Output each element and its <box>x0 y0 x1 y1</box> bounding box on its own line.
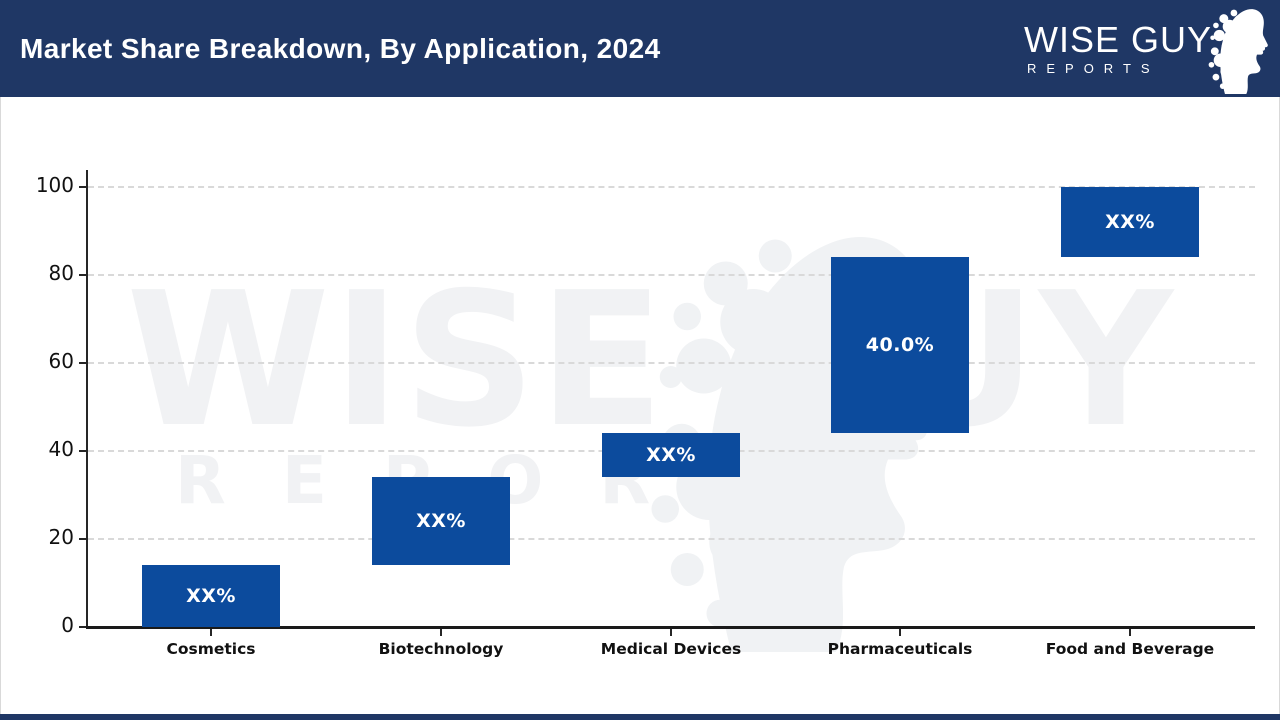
bar-value-label: XX% <box>646 444 696 467</box>
y-axis <box>86 170 88 629</box>
y-tick-0 <box>79 626 88 628</box>
bar-food-and-beverage: XX% <box>1061 187 1199 258</box>
x-tick-label-pharmaceuticals: Pharmaceuticals <box>827 640 973 658</box>
x-axis <box>86 626 1255 629</box>
face-profile-logo-icon <box>1208 8 1268 94</box>
bar-value-label: XX% <box>416 510 466 533</box>
x-tick-label-cosmetics: Cosmetics <box>166 640 256 658</box>
gridline-20 <box>88 538 1255 540</box>
page-title: Market Share Breakdown, By Application, … <box>20 32 661 64</box>
bar-value-label: 40.0% <box>865 334 935 357</box>
y-tick-label-40: 40 <box>48 437 74 461</box>
x-tick-label-biotechnology: Biotechnology <box>378 640 504 658</box>
x-tick-food-and-beverage <box>1129 629 1131 636</box>
brand-logo: WISE GUY REPORTS <box>1024 0 1270 97</box>
y-tick-40 <box>79 450 88 452</box>
bar-medical-devices: XX% <box>602 433 740 478</box>
gridline-80 <box>88 274 1255 276</box>
x-tick-cosmetics <box>210 629 212 636</box>
watermark-brand-text: WISE GUY <box>126 252 1175 468</box>
footer-bar <box>0 714 1280 720</box>
y-tick-label-60: 60 <box>48 349 74 373</box>
header: Market Share Breakdown, By Application, … <box>0 0 1280 97</box>
bar-value-label: XX% <box>1105 211 1155 234</box>
x-tick-label-food-and-beverage: Food and Beverage <box>1045 640 1215 658</box>
gridline-60 <box>88 362 1255 364</box>
y-tick-100 <box>79 186 88 188</box>
bar-cosmetics: XX% <box>142 565 280 627</box>
x-tick-medical-devices <box>670 629 672 636</box>
y-tick-label-20: 20 <box>48 525 74 549</box>
x-tick-label-medical-devices: Medical Devices <box>600 640 742 658</box>
brand-name: WISE GUY <box>1023 19 1212 60</box>
gridline-100 <box>88 186 1255 188</box>
bar-biotechnology: XX% <box>372 477 510 566</box>
bar-value-label: XX% <box>186 585 236 608</box>
y-tick-20 <box>79 538 88 540</box>
bar-pharmaceuticals: 40.0% <box>831 257 969 434</box>
brand-logo-text: WISE GUY REPORTS <box>1023 19 1212 76</box>
x-tick-biotechnology <box>440 629 442 636</box>
y-tick-80 <box>79 274 88 276</box>
y-tick-60 <box>79 362 88 364</box>
y-tick-label-80: 80 <box>48 261 74 285</box>
y-tick-label-0: 0 <box>61 613 74 637</box>
x-tick-pharmaceuticals <box>899 629 901 636</box>
y-tick-label-100: 100 <box>35 173 74 197</box>
brand-subtitle: REPORTS <box>1026 61 1160 76</box>
